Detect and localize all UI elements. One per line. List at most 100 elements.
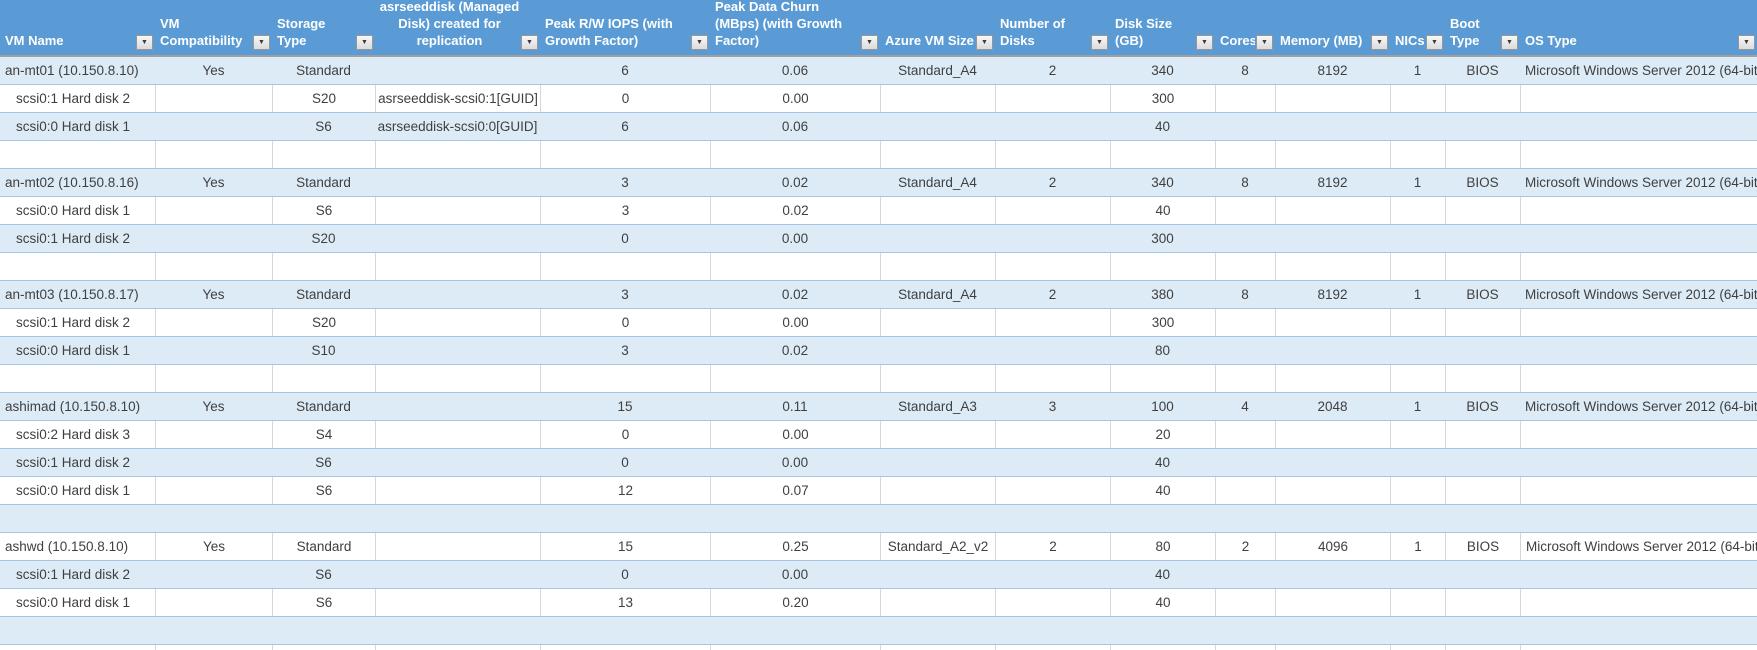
table-cell-memory[interactable] bbox=[1275, 337, 1390, 364]
table-cell-disk-size[interactable]: 300 bbox=[1110, 309, 1215, 336]
table-cell-peak-data-churn[interactable]: 0.00 bbox=[781, 567, 809, 582]
table-cell-storage-type[interactable] bbox=[272, 645, 375, 650]
table-cell-vm-name[interactable] bbox=[0, 617, 155, 644]
table-cell-number-of-disks[interactable]: 3 bbox=[1048, 399, 1057, 414]
table-cell-vm-name[interactable]: scsi0:0 Hard disk 1 bbox=[16, 343, 131, 358]
table-cell-azure-vm-size[interactable] bbox=[880, 197, 995, 224]
table-cell-boot-type[interactable] bbox=[1445, 505, 1520, 532]
table-cell-number-of-disks[interactable] bbox=[995, 477, 1110, 504]
table-cell-peak-iops[interactable]: 12 bbox=[540, 477, 710, 504]
table-cell-os-type[interactable]: Microsoft Windows Server 2012 (64-bit) bbox=[1525, 63, 1757, 78]
filter-dropdown-icon[interactable]: ▼ bbox=[1196, 35, 1213, 50]
table-cell-azure-vm-size[interactable] bbox=[880, 365, 995, 392]
table-cell-disk-size[interactable]: 380 bbox=[1151, 287, 1174, 302]
table-cell-vm-name[interactable]: scsi0:1 Hard disk 2 bbox=[16, 567, 131, 582]
table-cell-azure-vm-size[interactable] bbox=[880, 617, 995, 644]
table-cell-peak-iops[interactable]: 13 bbox=[540, 589, 710, 616]
table-cell-number-of-disks[interactable] bbox=[995, 561, 1110, 588]
table-cell-asrseeddisk[interactable] bbox=[375, 141, 540, 168]
table-cell-azure-vm-size[interactable]: Standard_A4 bbox=[898, 287, 977, 302]
table-cell-asrseeddisk[interactable] bbox=[375, 617, 540, 644]
table-cell-nics[interactable]: 1 bbox=[1390, 533, 1445, 560]
table-cell-os-type[interactable]: Microsoft Windows Server 2012 (64-bit) bbox=[1525, 399, 1757, 414]
table-cell-cores[interactable]: 8 bbox=[1241, 63, 1249, 78]
table-cell-os-type[interactable]: Microsoft Windows Server 2012 (64-bit) bbox=[1525, 287, 1757, 302]
table-cell-memory[interactable] bbox=[1275, 645, 1390, 650]
table-cell-number-of-disks[interactable] bbox=[995, 197, 1110, 224]
table-cell-peak-iops[interactable]: 15 bbox=[540, 533, 710, 560]
table-cell-peak-iops[interactable]: 3 bbox=[621, 343, 629, 358]
table-cell-memory[interactable] bbox=[1275, 141, 1390, 168]
table-cell-azure-vm-size[interactable] bbox=[880, 589, 995, 616]
table-cell-number-of-disks[interactable] bbox=[995, 337, 1110, 364]
table-cell-peak-iops[interactable]: 0 bbox=[621, 455, 629, 470]
table-cell-number-of-disks[interactable] bbox=[995, 505, 1110, 532]
table-cell-storage-type[interactable] bbox=[272, 365, 375, 392]
table-cell-vm-name[interactable]: scsi0:0 Hard disk 1 bbox=[16, 203, 131, 218]
table-cell-peak-data-churn[interactable]: 0.00 bbox=[710, 85, 880, 112]
table-cell-vm-compatibility[interactable] bbox=[155, 365, 272, 392]
table-cell-peak-data-churn[interactable] bbox=[710, 617, 880, 644]
table-cell-storage-type[interactable]: S6 bbox=[272, 589, 375, 616]
table-cell-asrseeddisk[interactable] bbox=[375, 225, 540, 252]
table-cell-memory[interactable] bbox=[1275, 309, 1390, 336]
table-cell-boot-type[interactable]: BIOS bbox=[1466, 399, 1499, 414]
table-cell-boot-type[interactable] bbox=[1445, 589, 1520, 616]
table-cell-peak-data-churn[interactable] bbox=[710, 365, 880, 392]
table-cell-vm-name[interactable]: scsi0:0 Hard disk 1 bbox=[16, 595, 131, 610]
filter-dropdown-icon[interactable]: ▼ bbox=[253, 35, 270, 50]
table-cell-peak-data-churn[interactable]: 0.00 bbox=[710, 309, 880, 336]
table-cell-os-type[interactable] bbox=[1520, 421, 1757, 448]
table-cell-os-type[interactable] bbox=[1520, 225, 1757, 252]
table-cell-vm-compatibility[interactable] bbox=[155, 561, 272, 588]
table-cell-boot-type[interactable]: BIOS bbox=[1466, 175, 1499, 190]
table-cell-memory[interactable] bbox=[1275, 225, 1390, 252]
table-cell-boot-type[interactable] bbox=[1445, 197, 1520, 224]
filter-dropdown-icon[interactable]: ▼ bbox=[976, 35, 993, 50]
table-cell-vm-name[interactable]: an-mt02 (10.150.8.16) bbox=[5, 175, 139, 190]
table-cell-cores[interactable] bbox=[1215, 337, 1275, 364]
table-cell-memory[interactable] bbox=[1275, 85, 1390, 112]
table-cell-os-type[interactable] bbox=[1520, 561, 1757, 588]
table-cell-nics[interactable] bbox=[1390, 113, 1445, 140]
table-cell-number-of-disks[interactable] bbox=[995, 85, 1110, 112]
table-cell-storage-type[interactable]: S6 bbox=[272, 197, 375, 224]
table-cell-vm-compatibility[interactable] bbox=[155, 225, 272, 252]
table-cell-storage-type[interactable]: S20 bbox=[272, 85, 375, 112]
table-cell-cores[interactable] bbox=[1215, 225, 1275, 252]
table-cell-memory[interactable]: 4096 bbox=[1275, 533, 1390, 560]
table-cell-os-type[interactable] bbox=[1520, 589, 1757, 616]
table-cell-vm-compatibility[interactable]: Yes bbox=[202, 399, 225, 414]
table-cell-cores[interactable] bbox=[1215, 85, 1275, 112]
table-cell-boot-type[interactable] bbox=[1445, 309, 1520, 336]
table-cell-memory[interactable]: 8192 bbox=[1317, 63, 1348, 78]
table-cell-vm-name[interactable]: an-mt01 (10.150.8.10) bbox=[5, 63, 139, 78]
table-cell-os-type[interactable] bbox=[1520, 309, 1757, 336]
table-cell-disk-size[interactable]: 40 bbox=[1154, 119, 1171, 134]
table-cell-boot-type[interactable] bbox=[1445, 85, 1520, 112]
table-cell-os-type[interactable] bbox=[1520, 365, 1757, 392]
table-cell-disk-size[interactable]: 100 bbox=[1151, 399, 1174, 414]
table-cell-vm-compatibility[interactable] bbox=[155, 477, 272, 504]
table-cell-vm-name[interactable] bbox=[0, 253, 155, 280]
table-cell-disk-size[interactable] bbox=[1110, 645, 1215, 650]
table-cell-os-type[interactable] bbox=[1520, 505, 1757, 532]
table-cell-nics[interactable] bbox=[1390, 197, 1445, 224]
table-cell-storage-type[interactable] bbox=[272, 253, 375, 280]
table-cell-azure-vm-size[interactable]: Standard_A2_v2 bbox=[880, 533, 995, 560]
table-cell-boot-type[interactable] bbox=[1445, 561, 1520, 588]
table-cell-disk-size[interactable]: 300 bbox=[1151, 231, 1174, 246]
table-cell-peak-data-churn[interactable]: 0.02 bbox=[781, 343, 809, 358]
table-cell-nics[interactable] bbox=[1390, 505, 1445, 532]
table-cell-azure-vm-size[interactable] bbox=[880, 505, 995, 532]
table-cell-peak-iops[interactable]: 3 bbox=[621, 175, 629, 190]
filter-dropdown-icon[interactable]: ▼ bbox=[1738, 35, 1755, 50]
table-cell-disk-size[interactable] bbox=[1110, 253, 1215, 280]
table-cell-vm-name[interactable]: scsi0:2 Hard disk 3 bbox=[16, 427, 131, 442]
table-cell-cores[interactable] bbox=[1215, 645, 1275, 650]
table-cell-peak-iops[interactable]: 6 bbox=[621, 63, 629, 78]
table-cell-cores[interactable]: 8 bbox=[1241, 287, 1249, 302]
filter-dropdown-icon[interactable]: ▼ bbox=[1091, 35, 1108, 50]
table-cell-disk-size[interactable] bbox=[1110, 141, 1215, 168]
table-cell-nics[interactable] bbox=[1390, 225, 1445, 252]
